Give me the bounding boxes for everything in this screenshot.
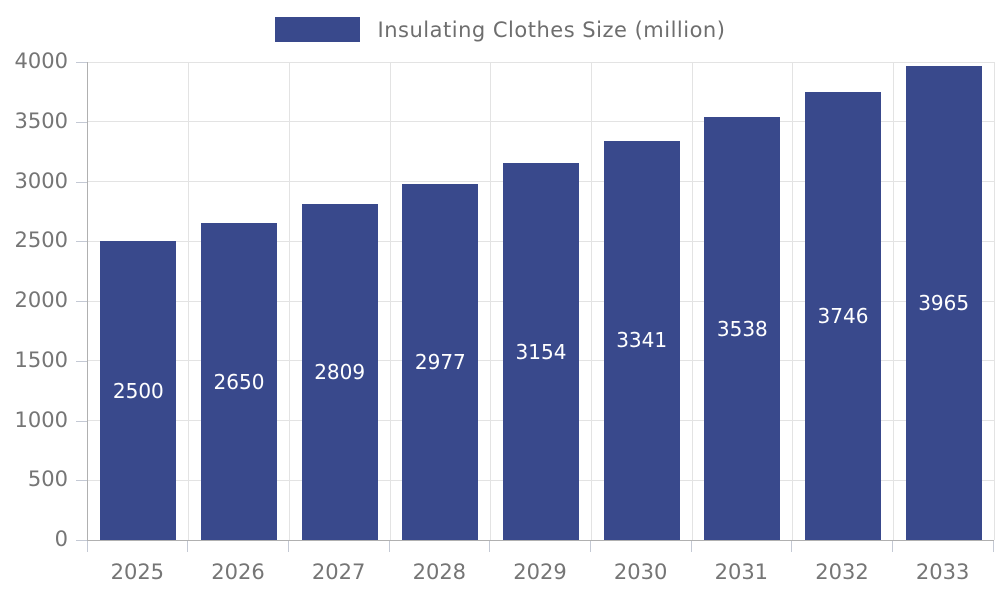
x-tick-mark bbox=[287, 541, 289, 552]
bar: 3538 bbox=[704, 117, 781, 540]
gridline-vertical bbox=[389, 62, 391, 540]
x-tick-mark bbox=[791, 541, 793, 552]
bar: 2500 bbox=[100, 241, 177, 540]
x-tick-label: 2033 bbox=[915, 560, 970, 584]
x-tick-label: 2026 bbox=[211, 560, 265, 584]
y-tick-mark bbox=[76, 121, 87, 123]
gridline-vertical bbox=[792, 62, 794, 540]
bar-value-label: 2500 bbox=[112, 378, 164, 403]
legend: Insulating Clothes Size (million) bbox=[0, 17, 1000, 42]
y-tick-mark bbox=[76, 181, 87, 183]
gridline-vertical bbox=[691, 62, 693, 540]
x-tick-mark bbox=[388, 541, 390, 552]
y-tick-label: 0 bbox=[54, 527, 68, 551]
x-tick-label: 2031 bbox=[714, 560, 769, 584]
y-tick-mark bbox=[76, 241, 87, 243]
bar: 2650 bbox=[201, 223, 277, 540]
y-tick-mark bbox=[76, 480, 87, 482]
y-tick-label: 4000 bbox=[14, 49, 68, 73]
x-tick-mark bbox=[891, 541, 893, 552]
y-tick-label: 2000 bbox=[14, 288, 68, 312]
y-tick-mark bbox=[76, 420, 87, 422]
x-tick-label: 2028 bbox=[412, 560, 467, 584]
y-tick-label: 1000 bbox=[14, 407, 68, 432]
gridline-horizontal bbox=[88, 121, 994, 123]
gridline-vertical bbox=[993, 62, 995, 540]
bar-value-label: 2977 bbox=[414, 350, 466, 375]
bar: 2809 bbox=[301, 204, 378, 540]
gridline-vertical bbox=[892, 62, 894, 540]
bar-value-label: 3746 bbox=[817, 304, 869, 329]
x-tick-label: 2029 bbox=[513, 560, 567, 584]
x-tick-label: 2025 bbox=[110, 560, 165, 584]
bar-value-label: 3341 bbox=[616, 328, 668, 353]
y-tick-mark bbox=[76, 301, 87, 302]
y-tick-label: 3500 bbox=[14, 108, 68, 133]
x-tick-label: 2032 bbox=[815, 560, 869, 584]
bar-value-label: 2650 bbox=[213, 369, 265, 394]
x-tick-label: 2030 bbox=[613, 560, 668, 584]
y-tick-label: 500 bbox=[27, 467, 68, 492]
x-tick-mark bbox=[86, 541, 88, 552]
gridline-vertical bbox=[188, 62, 190, 540]
x-tick-mark bbox=[187, 541, 189, 552]
gridline-vertical bbox=[490, 62, 492, 540]
bar: 3341 bbox=[603, 140, 680, 540]
bar-value-label: 2809 bbox=[314, 360, 366, 385]
plot-area: 2500 2650 2809 2977 3154 3341 3538 3746 3965 bbox=[87, 61, 995, 541]
legend-label: Insulating Clothes Size (million) bbox=[377, 17, 726, 42]
bar: 3154 bbox=[503, 163, 579, 540]
bar-value-label: 3965 bbox=[918, 291, 970, 316]
y-tick-label: 3000 bbox=[14, 168, 68, 193]
y-tick-label: 1500 bbox=[14, 347, 68, 372]
x-tick-mark bbox=[489, 541, 491, 552]
x-tick-mark bbox=[992, 541, 994, 552]
y-tick-label: 2500 bbox=[14, 228, 68, 253]
gridline-horizontal bbox=[88, 61, 994, 63]
gridline-vertical bbox=[288, 62, 290, 540]
bar-value-label: 3154 bbox=[515, 339, 567, 364]
y-tick-mark bbox=[76, 62, 87, 63]
bar: 2977 bbox=[402, 184, 479, 540]
gridline-vertical bbox=[590, 62, 592, 540]
y-tick-mark bbox=[76, 360, 87, 362]
legend-swatch bbox=[274, 17, 360, 42]
bar: 3746 bbox=[805, 92, 881, 540]
bar-value-label: 3538 bbox=[716, 316, 768, 341]
x-tick-mark bbox=[589, 541, 591, 552]
y-tick-mark bbox=[76, 540, 87, 541]
bar: 3965 bbox=[905, 66, 982, 540]
x-tick-mark bbox=[690, 541, 692, 552]
x-tick-label: 2027 bbox=[311, 560, 366, 584]
